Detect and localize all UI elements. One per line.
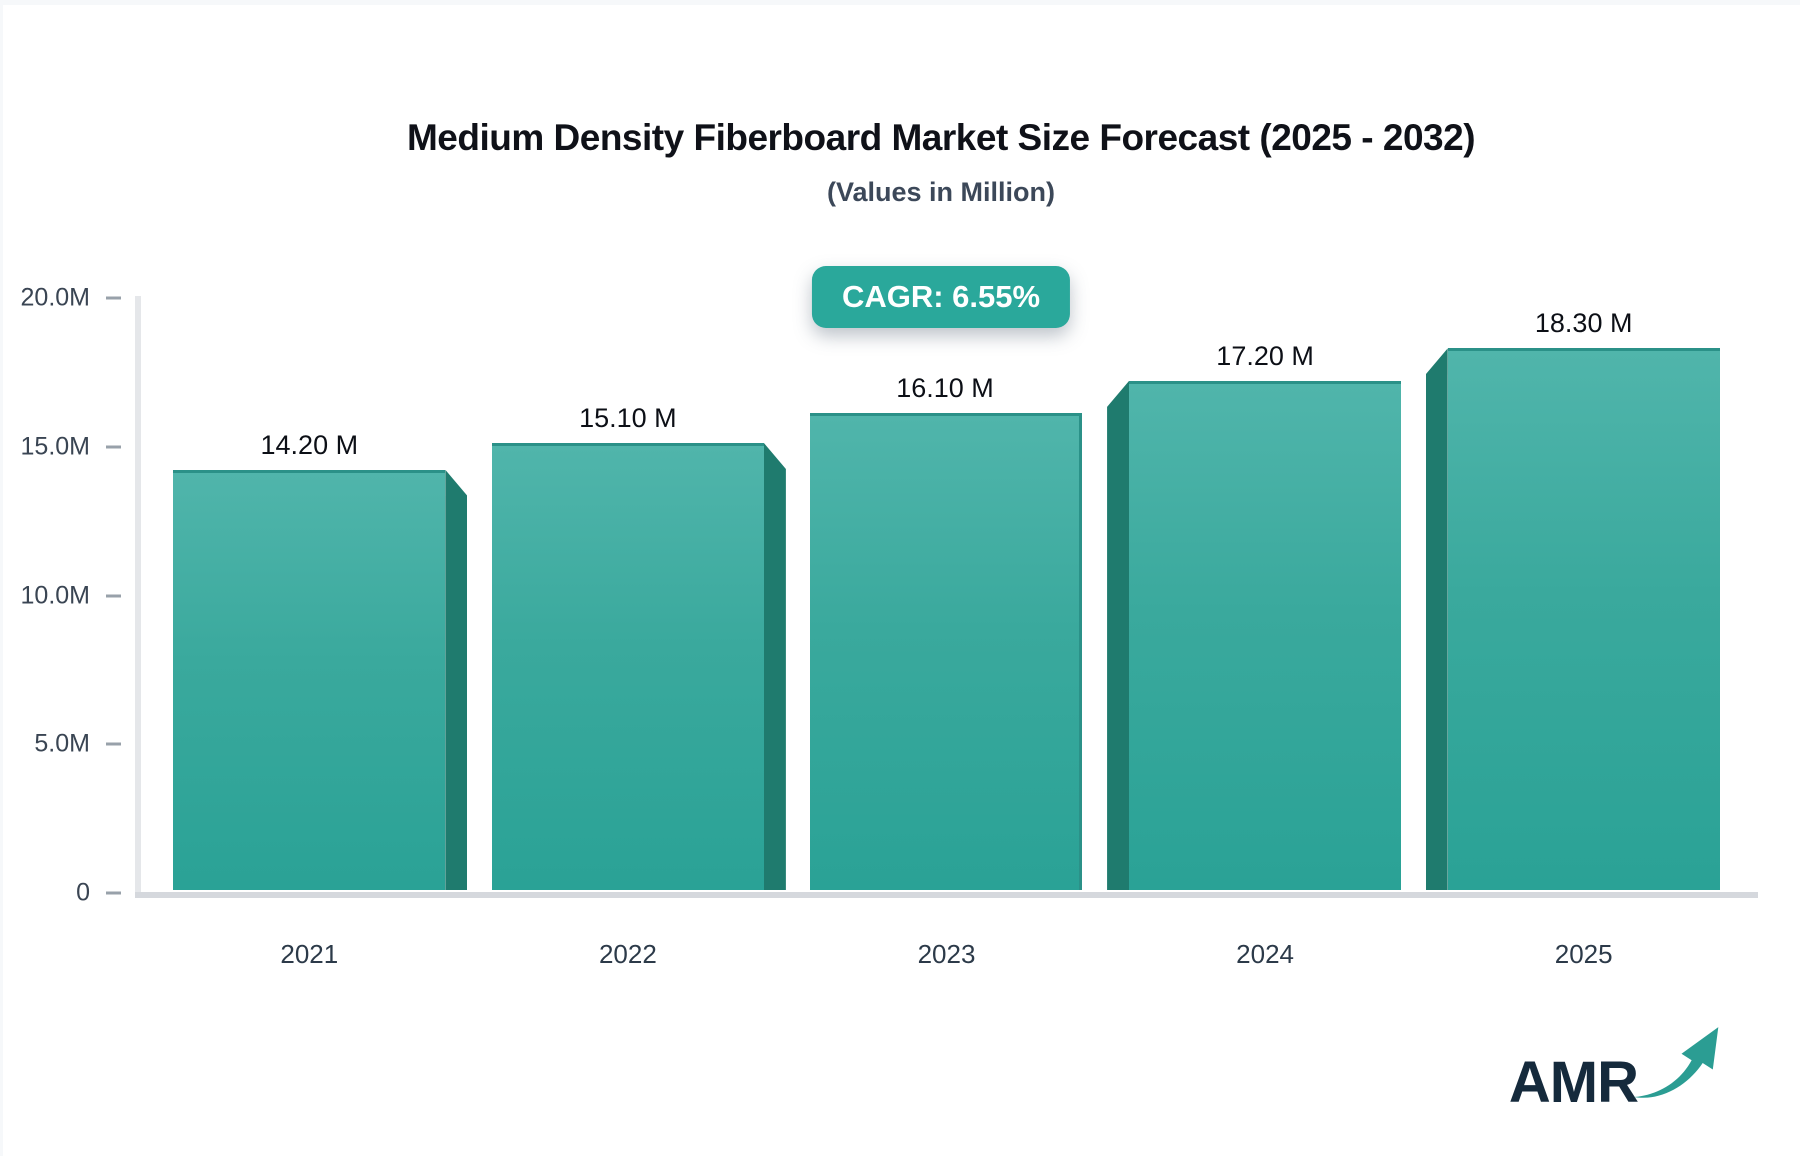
bar: 18.30 M <box>1447 308 1720 890</box>
bar-value-label: 17.20 M <box>1216 340 1314 371</box>
y-axis-tick: 0 <box>76 879 121 908</box>
y-tick-mark <box>106 891 121 895</box>
amr-logo: AMR <box>1509 1021 1722 1112</box>
x-axis-category-label: 2022 <box>598 939 657 969</box>
chart-title: Medium Density Fiberboard Market Size Fo… <box>406 117 1476 158</box>
bar-slot: 15.10 M 2022 <box>469 298 788 969</box>
bar-value-label: 15.10 M <box>579 403 677 434</box>
x-axis-category-label: 2025 <box>1554 939 1613 969</box>
y-tick-label: 10.0M <box>20 581 90 609</box>
bar-slot: 14.20 M 2021 <box>150 298 469 969</box>
bar: 14.20 M <box>173 430 446 890</box>
bar-slot: 16.10 M 2023 <box>787 298 1106 969</box>
chart-subtitle: (Values in Million) <box>826 177 1056 207</box>
x-axis-category-label: 2023 <box>917 939 976 969</box>
bar-chart: 20.0M 15.0M 10.0M 5.0M 0 14.20 M 2021 15… <box>21 284 1758 969</box>
x-axis-line <box>135 892 1758 898</box>
y-tick-mark <box>106 296 121 300</box>
x-axis-category-label: 2021 <box>280 939 339 969</box>
amr-logo-text: AMR <box>1508 1050 1639 1115</box>
bar: 15.10 M <box>491 403 764 890</box>
x-axis-category-label: 2024 <box>1236 939 1294 969</box>
y-axis-tick: 20.0M <box>21 284 121 313</box>
trend-up-arrow-icon <box>1630 1021 1722 1110</box>
y-axis-tick: 15.0M <box>21 432 121 461</box>
bar-slot: 18.30 M 2025 <box>1424 298 1743 969</box>
bar-value-label: 18.30 M <box>1534 308 1633 339</box>
y-tick-label: 15.0M <box>20 432 90 461</box>
y-tick-mark <box>106 445 121 449</box>
y-tick-label: 0 <box>76 878 90 907</box>
bar-slot: 17.20 M 2024 <box>1106 298 1425 969</box>
y-tick-mark <box>106 594 121 597</box>
y-tick-label: 20.0M <box>20 283 90 312</box>
y-axis-tick: 10.0M <box>21 581 121 610</box>
y-tick-mark <box>106 742 121 746</box>
bars-row: 14.20 M 2021 15.10 M 2022 16.10 M 2023 1… <box>150 298 1743 969</box>
cagr-badge: CAGR: 6.55% <box>811 266 1071 328</box>
bar-value-label: 16.10 M <box>896 373 994 404</box>
bar: 16.10 M <box>810 373 1083 890</box>
y-axis-line <box>135 296 141 893</box>
y-axis-tick: 5.0M <box>34 730 121 759</box>
bar: 17.20 M <box>1129 341 1402 890</box>
y-tick-label: 5.0M <box>34 729 90 758</box>
bar-value-label: 14.20 M <box>260 429 359 460</box>
chart-card: Medium Density Fiberboard Market Size Fo… <box>3 5 1800 1156</box>
